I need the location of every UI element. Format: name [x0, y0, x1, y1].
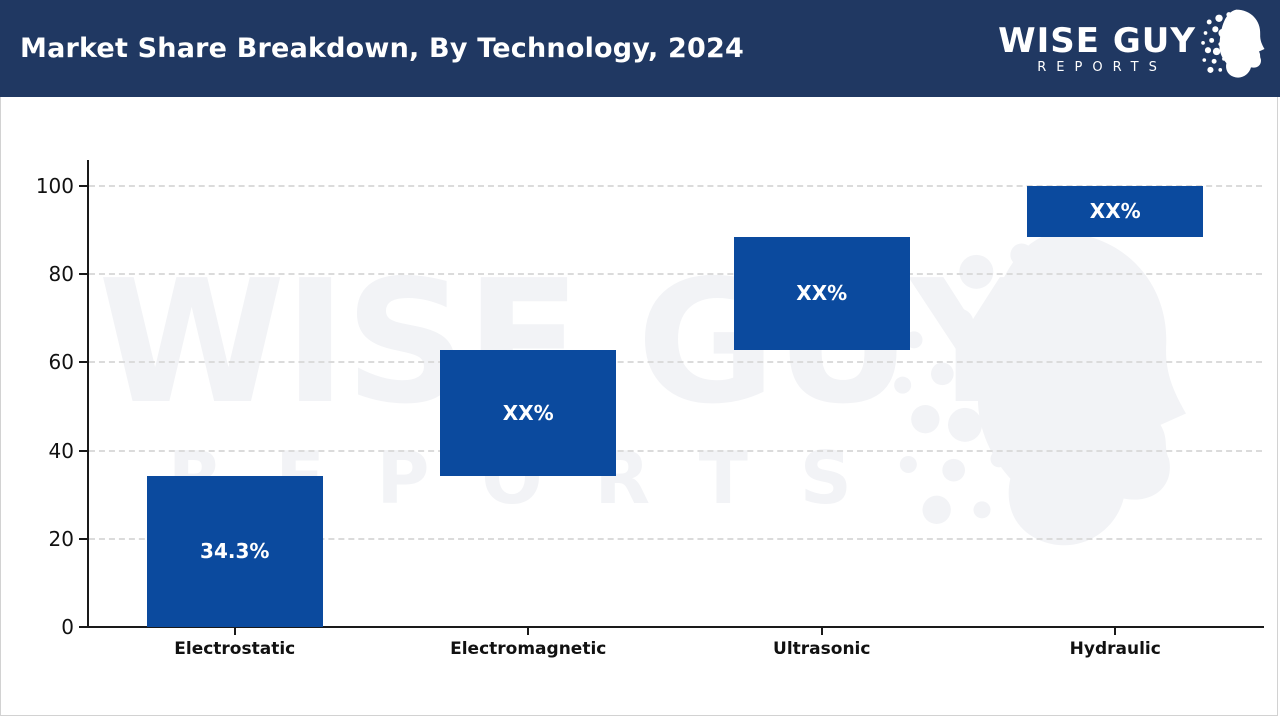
bar-ultrasonic: XX%	[733, 236, 910, 351]
y-tick-mark	[79, 626, 87, 628]
gridline	[89, 537, 1262, 540]
x-tick-mark	[820, 628, 823, 635]
y-tick-mark	[79, 273, 87, 276]
y-tick-mark	[79, 185, 87, 187]
bar-value-label: 34.3%	[200, 539, 270, 564]
y-tick-mark	[79, 361, 87, 364]
x-tick-mark	[527, 628, 530, 635]
logo-text: WISE GUY REPORTS	[998, 24, 1196, 74]
dotted-head-icon	[1201, 9, 1265, 78]
bar-electrostatic: 34.3%	[146, 475, 323, 627]
x-axis-label-hydraulic: Hydraulic	[1069, 639, 1161, 659]
y-tick-label: 60	[48, 350, 74, 375]
gridline	[89, 449, 1262, 452]
x-axis-label-ultrasonic: Ultrasonic	[773, 639, 871, 659]
gridline	[89, 361, 1262, 364]
logo-subtitle: REPORTS	[1037, 60, 1167, 75]
y-tick-label: 40	[48, 438, 74, 463]
y-tick-label: 0	[61, 615, 74, 639]
bar-electromagnetic: XX%	[440, 350, 617, 476]
gridline	[89, 273, 1262, 276]
y-tick-mark	[79, 449, 87, 452]
watermark-dotted-head	[894, 232, 1186, 546]
bar-value-label: XX%	[796, 281, 848, 306]
y-tick-label: 80	[48, 262, 74, 287]
chart-panel-border	[0, 97, 1278, 716]
logo-wordmark: WISE GUY	[998, 21, 1196, 61]
x-axis-label-electromagnetic: Electromagnetic	[450, 639, 607, 659]
y-tick-label: 100	[35, 174, 74, 198]
y-tick-mark	[79, 537, 87, 540]
x-axis-label-electrostatic: Electrostatic	[174, 639, 296, 659]
wise-guy-reports-logo: WISE GUY REPORTS	[998, 6, 1272, 92]
bar-value-label: XX%	[502, 400, 554, 425]
header-bar: Market Share Breakdown, By Technology, 2…	[0, 0, 1280, 97]
x-tick-mark	[1114, 628, 1117, 635]
bar-hydraulic: XX%	[1027, 186, 1204, 237]
bar-value-label: XX%	[1089, 199, 1141, 224]
chart-title: Market Share Breakdown, By Technology, 2…	[20, 33, 745, 64]
x-axis-line	[87, 626, 1264, 628]
y-tick-label: 20	[48, 526, 74, 551]
y-axis-line	[87, 160, 89, 627]
gridline	[89, 185, 1262, 187]
x-tick-mark	[233, 628, 236, 635]
